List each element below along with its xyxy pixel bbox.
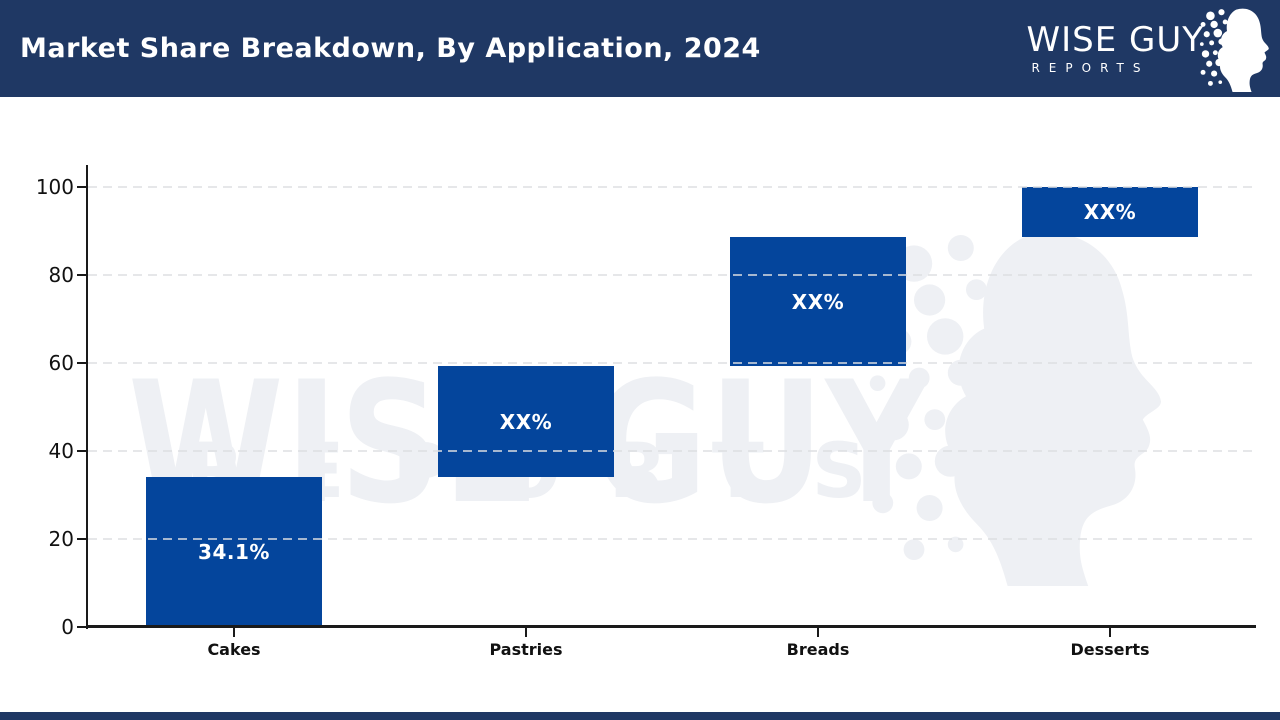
bar-breads: XX% <box>730 237 906 367</box>
x-tick-mark <box>233 628 235 637</box>
y-tick-mark <box>77 626 87 628</box>
y-tick-label: 80 <box>48 263 74 287</box>
y-tick-label: 40 <box>48 439 74 463</box>
y-tick-mark <box>77 362 87 364</box>
x-axis <box>86 625 1256 628</box>
x-tick-mark <box>1109 628 1111 637</box>
brand-logo: WISE GUY REPORTS <box>1026 4 1272 94</box>
y-tick-mark <box>77 274 87 276</box>
x-tick-label-desserts: Desserts <box>1070 640 1150 659</box>
bar-value-label: 34.1% <box>198 539 270 564</box>
y-tick-mark <box>77 450 87 452</box>
gridline <box>88 186 1256 188</box>
x-tick-label-breads: Breads <box>786 640 850 659</box>
y-axis <box>86 165 88 629</box>
bar-cakes: 34.1% <box>146 476 322 627</box>
y-tick-label: 100 <box>35 175 74 199</box>
brand-wordmark: WISE GUY <box>1026 20 1204 60</box>
y-tick-label: 20 <box>48 527 74 551</box>
x-tick-mark <box>525 628 527 637</box>
footer-bar <box>0 712 1280 720</box>
page-title: Market Share Breakdown, By Application, … <box>20 33 761 64</box>
gridline <box>88 538 1256 540</box>
bar-value-label: XX% <box>499 409 553 434</box>
y-tick-label: 0 <box>61 615 74 639</box>
gridline <box>88 450 1256 452</box>
bar-value-label: XX% <box>1083 200 1137 225</box>
x-tick-label-cakes: Cakes <box>207 640 261 659</box>
y-tick-mark <box>77 186 87 188</box>
bar-value-label: XX% <box>791 289 845 314</box>
bar-desserts: XX% <box>1022 187 1198 238</box>
y-tick-mark <box>77 538 87 540</box>
gridline <box>88 274 1256 276</box>
brand-subtext: REPORTS <box>1031 61 1150 75</box>
x-tick-label-pastries: Pastries <box>489 640 563 659</box>
header-bar: Market Share Breakdown, By Application, … <box>0 0 1280 97</box>
gridline <box>88 362 1256 364</box>
brand-face-icon <box>1199 8 1269 92</box>
bar-pastries: XX% <box>438 366 614 477</box>
brand-text: WISE GUY REPORTS <box>1026 23 1204 75</box>
y-tick-label: 60 <box>48 351 74 375</box>
x-tick-mark <box>817 628 819 637</box>
